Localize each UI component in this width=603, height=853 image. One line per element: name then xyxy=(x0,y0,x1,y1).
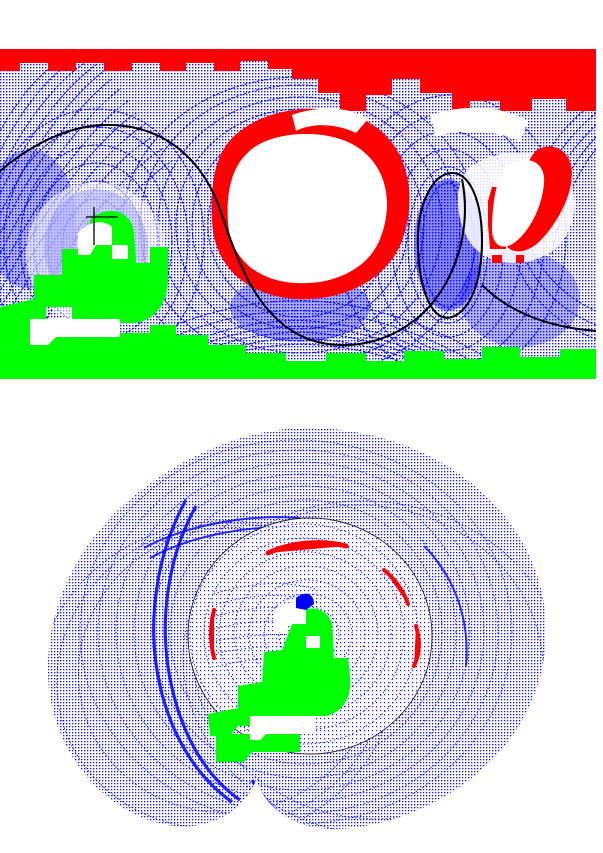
rect-panel-svg xyxy=(0,49,596,379)
crosshair-marker xyxy=(86,207,118,245)
separatrix-curves xyxy=(0,123,596,347)
warp-blue-nib xyxy=(296,593,314,610)
warp-basin-a-red xyxy=(209,540,421,668)
warp-panel-svg xyxy=(0,414,603,853)
green-hook-notches xyxy=(30,222,128,345)
rect-field-group xyxy=(0,49,596,379)
warp-inner-separatrix xyxy=(187,517,433,755)
warped-domain-plot xyxy=(0,414,603,853)
warp-green-notches xyxy=(250,602,320,740)
rectangular-domain-plot xyxy=(0,49,596,379)
white-islands xyxy=(227,107,545,284)
